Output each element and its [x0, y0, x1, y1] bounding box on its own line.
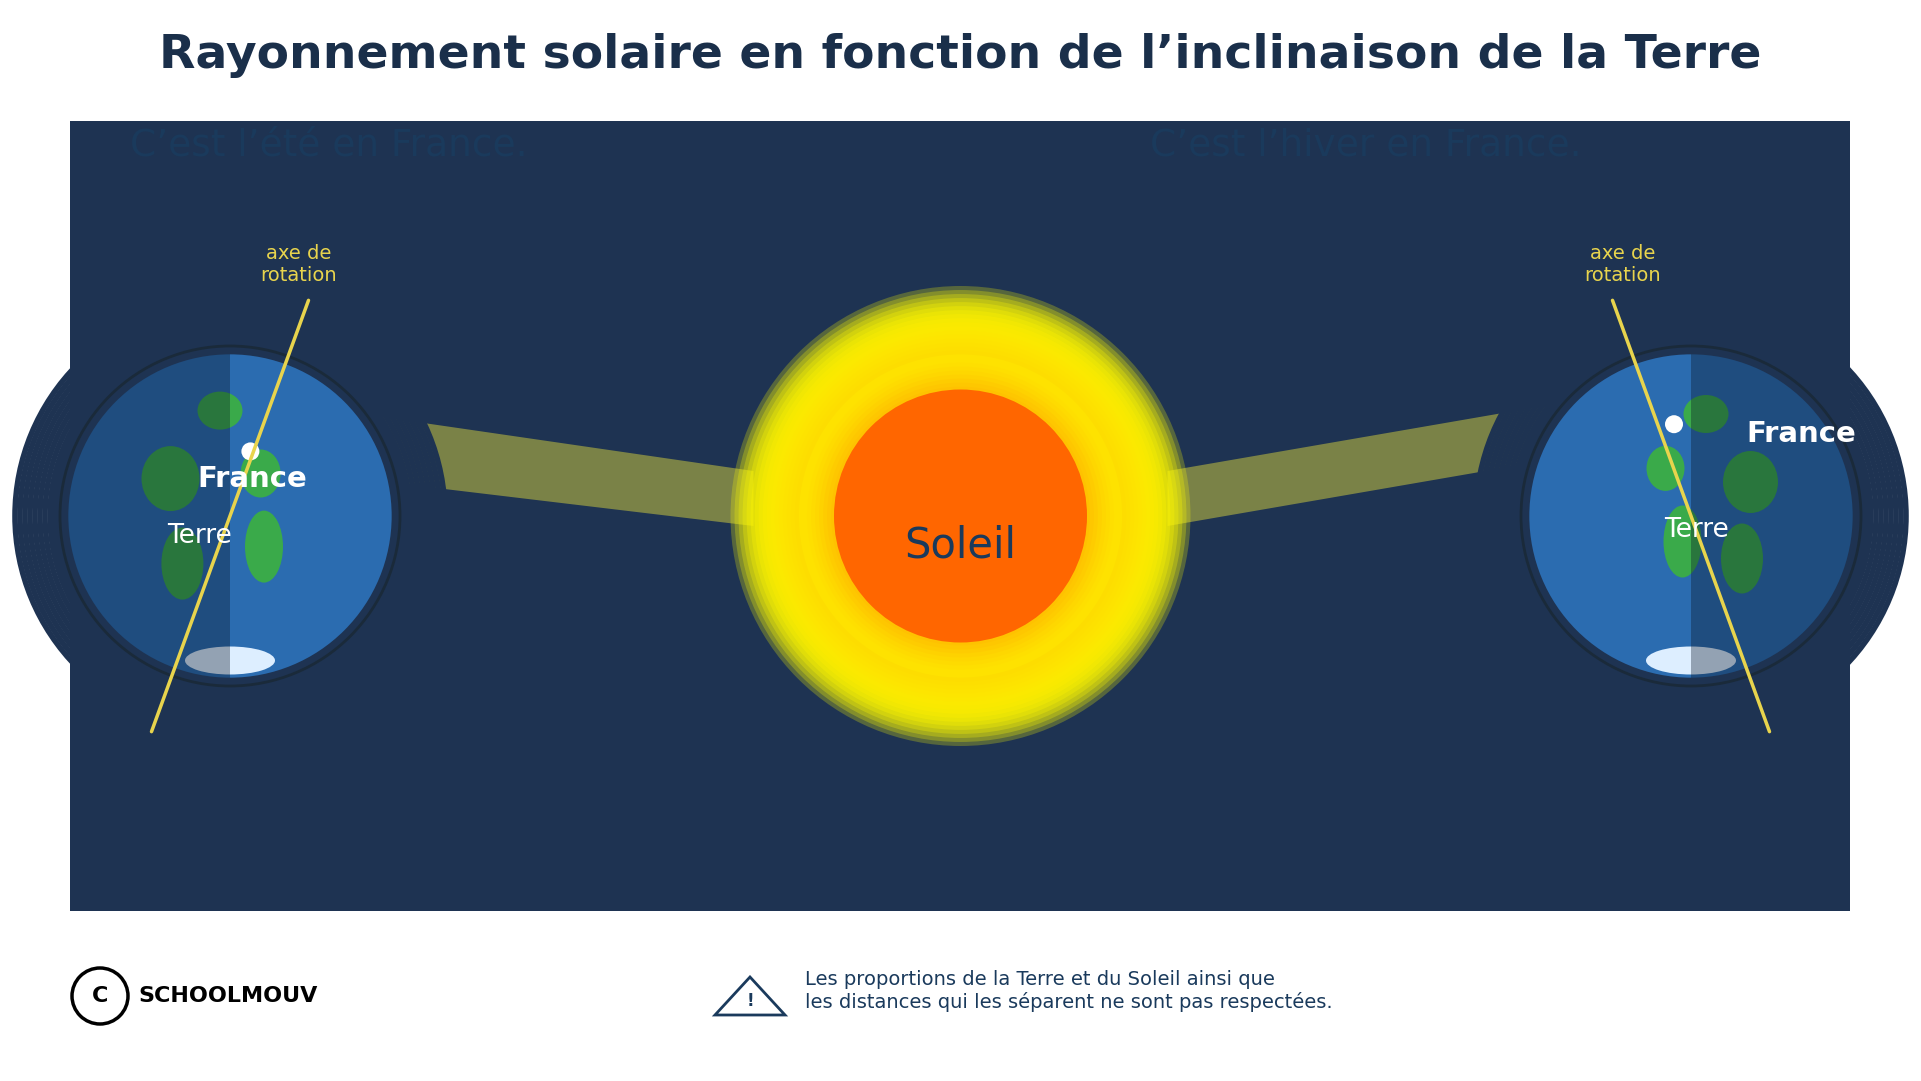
Polygon shape	[367, 415, 753, 526]
Circle shape	[884, 439, 1037, 593]
Circle shape	[743, 298, 1178, 734]
Text: Les proportions de la Terre et du Soleil ainsi que
les distances qui les séparen: Les proportions de la Terre et du Soleil…	[805, 970, 1333, 1012]
Circle shape	[738, 294, 1183, 738]
Circle shape	[242, 442, 259, 461]
Circle shape	[759, 315, 1162, 718]
Circle shape	[730, 286, 1191, 746]
Circle shape	[839, 395, 1082, 638]
Text: C’est l’été en France.: C’est l’été en France.	[131, 128, 528, 164]
Circle shape	[815, 371, 1106, 662]
Ellipse shape	[161, 528, 204, 600]
Text: Terre: Terre	[1664, 517, 1729, 543]
Text: SCHOOLMOUV: SCHOOLMOUV	[138, 986, 317, 1006]
Ellipse shape	[142, 446, 200, 511]
Circle shape	[791, 346, 1130, 685]
Circle shape	[747, 302, 1174, 730]
Circle shape	[751, 306, 1170, 725]
Circle shape	[847, 403, 1074, 629]
Circle shape	[788, 343, 1133, 690]
Ellipse shape	[198, 391, 242, 429]
Circle shape	[811, 366, 1110, 666]
Ellipse shape	[1646, 445, 1685, 491]
Circle shape	[834, 389, 1087, 642]
Circle shape	[843, 399, 1078, 633]
Circle shape	[872, 427, 1049, 605]
Text: axe de
rotation: axe de rotation	[259, 244, 336, 285]
Ellipse shape	[240, 450, 280, 497]
Circle shape	[799, 355, 1122, 678]
Circle shape	[818, 374, 1103, 657]
Ellipse shape	[1646, 646, 1737, 675]
Text: axe de
rotation: axe de rotation	[1585, 244, 1662, 285]
Circle shape	[803, 359, 1118, 673]
Circle shape	[778, 334, 1143, 697]
Circle shape	[891, 448, 1030, 585]
Ellipse shape	[1664, 506, 1702, 577]
Circle shape	[1521, 346, 1861, 686]
Circle shape	[859, 415, 1062, 617]
Text: C’est l’hiver en France.: C’est l’hiver en France.	[1151, 128, 1581, 164]
Circle shape	[863, 418, 1058, 613]
Text: France: France	[198, 465, 307, 493]
Circle shape	[766, 322, 1155, 710]
Circle shape	[763, 318, 1158, 713]
Ellipse shape	[1723, 451, 1779, 513]
Circle shape	[795, 350, 1126, 682]
Wedge shape	[60, 346, 231, 686]
Circle shape	[855, 411, 1066, 622]
Ellipse shape	[184, 646, 275, 675]
Bar	[69, 121, 1850, 911]
Circle shape	[60, 346, 400, 686]
Circle shape	[880, 435, 1041, 597]
Circle shape	[734, 290, 1187, 742]
Ellipse shape	[1721, 523, 1763, 593]
Circle shape	[770, 326, 1151, 706]
Text: !: !	[745, 992, 753, 1010]
Ellipse shape	[246, 510, 282, 583]
Wedge shape	[1690, 346, 1861, 686]
Text: Soleil: Soleil	[905, 525, 1016, 568]
Text: C: C	[92, 986, 108, 1006]
Text: Rayonnement solaire en fonction de l’inclinaison de la Terre: Rayonnement solaire en fonction de l’inc…	[159, 34, 1762, 79]
Circle shape	[828, 383, 1093, 650]
Circle shape	[851, 406, 1070, 625]
Circle shape	[784, 338, 1137, 694]
Circle shape	[868, 423, 1053, 610]
Circle shape	[807, 362, 1114, 669]
Circle shape	[832, 387, 1089, 645]
Circle shape	[836, 390, 1085, 641]
Circle shape	[1666, 415, 1683, 433]
Circle shape	[822, 378, 1099, 653]
Circle shape	[755, 310, 1166, 722]
Ellipse shape	[1683, 395, 1729, 433]
Text: Terre: Terre	[167, 523, 232, 549]
Circle shape	[774, 331, 1147, 702]
Circle shape	[876, 431, 1045, 601]
Circle shape	[888, 443, 1033, 589]
Text: France: France	[1746, 421, 1856, 449]
Polygon shape	[1168, 402, 1564, 526]
